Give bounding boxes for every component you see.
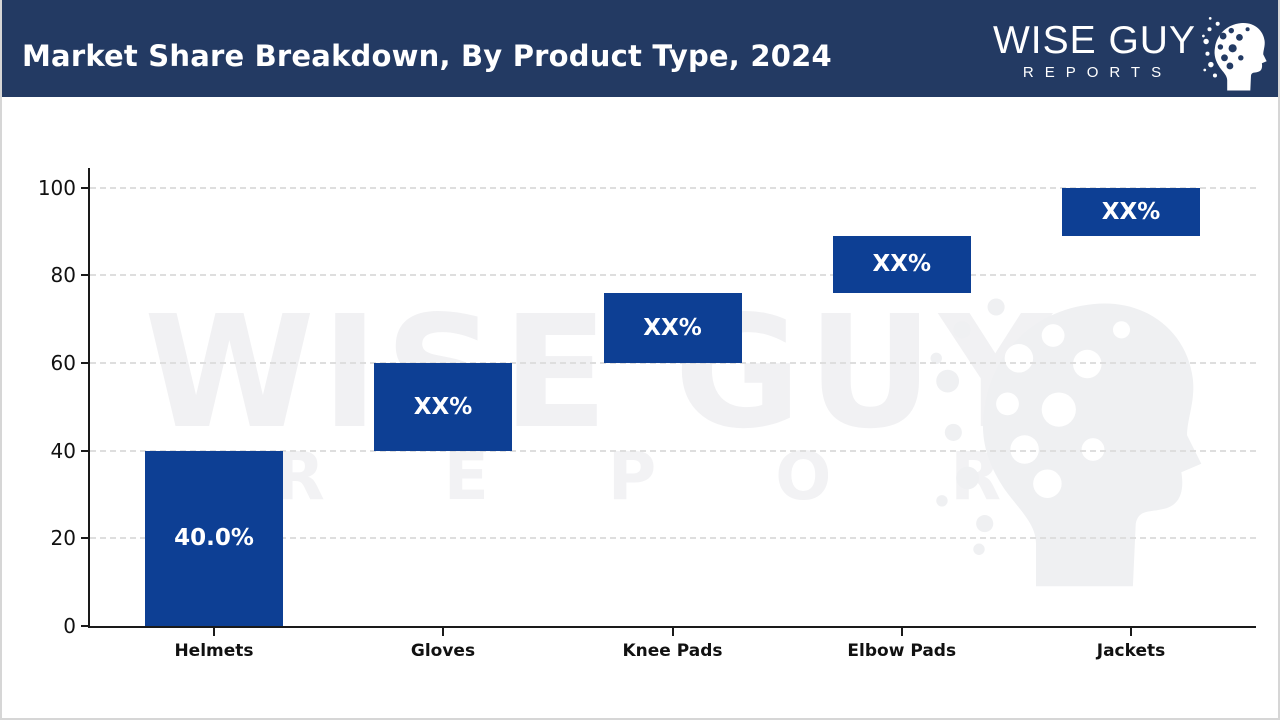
y-tickmark-60 [81,361,90,364]
gridline-100 [90,186,1256,189]
y-tickmark-80 [81,274,90,277]
bar-value-label-elbow-pads: XX% [872,251,931,278]
x-axis-line [88,626,1256,628]
y-tickmark-20 [81,537,90,540]
logo-name: WISE GUY [992,18,1196,62]
bar-gloves: XX% [374,362,512,451]
bar-value-label-knee-pads: XX% [643,314,702,341]
y-tick-label: 100 [37,175,76,200]
y-tickmark-40 [81,449,90,452]
waterfall-chart: 0 20 40 60 80 100 40.0% Helmets XX% Gloves XX% Knee… [2,97,1278,718]
wiseguy-head-icon [1202,16,1267,90]
x-tick-label-gloves: Gloves [410,641,476,661]
y-tickmark-0 [81,625,90,627]
gridline-40 [90,449,1256,452]
y-tickmark-100 [81,186,90,189]
bar-helmets: 40.0% [145,450,283,626]
page-title: Market Share Breakdown, By Product Type,… [22,38,832,73]
bar-knee-pads: XX% [603,292,742,363]
bar-elbow-pads: XX% [832,235,971,293]
gridline-20 [90,537,1256,540]
bar-value-label-helmets: 40.0% [174,525,254,552]
x-tick-label-jackets: Jackets [1096,641,1166,661]
x-tickmark-jackets [1130,628,1132,636]
gridline-80 [90,274,1256,277]
x-tickmark-gloves [442,628,444,636]
wiseguy-logo: WISE GUY REPORTS [993,4,1268,94]
x-tick-label-helmets: Helmets [174,641,254,661]
watermark-head-icon [930,278,1202,587]
y-tick-label: 80 [50,263,76,288]
x-tickmark-elbow-pads [900,628,903,636]
logo-text: WISE GUY REPORTS [993,21,1196,81]
logo-subtitle: REPORTS [1022,63,1173,81]
y-tick-label: 20 [50,526,76,551]
y-tick-label: 0 [63,614,76,638]
watermark-text: WISE GUY [144,282,1058,463]
x-tickmark-knee-pads [671,628,674,636]
y-tick-label: 60 [50,350,76,375]
bar-jackets: XX% [1062,187,1200,236]
gridline-60 [90,361,1256,364]
bar-value-label-gloves: XX% [413,393,473,420]
y-tick-label: 40 [50,438,76,463]
x-tickmark-helmets [213,628,215,636]
x-tick-label-knee-pads: Knee Pads [622,641,723,661]
header-bar: Market Share Breakdown, By Product Type,… [2,0,1278,97]
y-axis-line [88,168,90,628]
x-tick-label-elbow-pads: Elbow Pads [847,641,957,661]
bar-value-label-jackets: XX% [1101,198,1161,225]
